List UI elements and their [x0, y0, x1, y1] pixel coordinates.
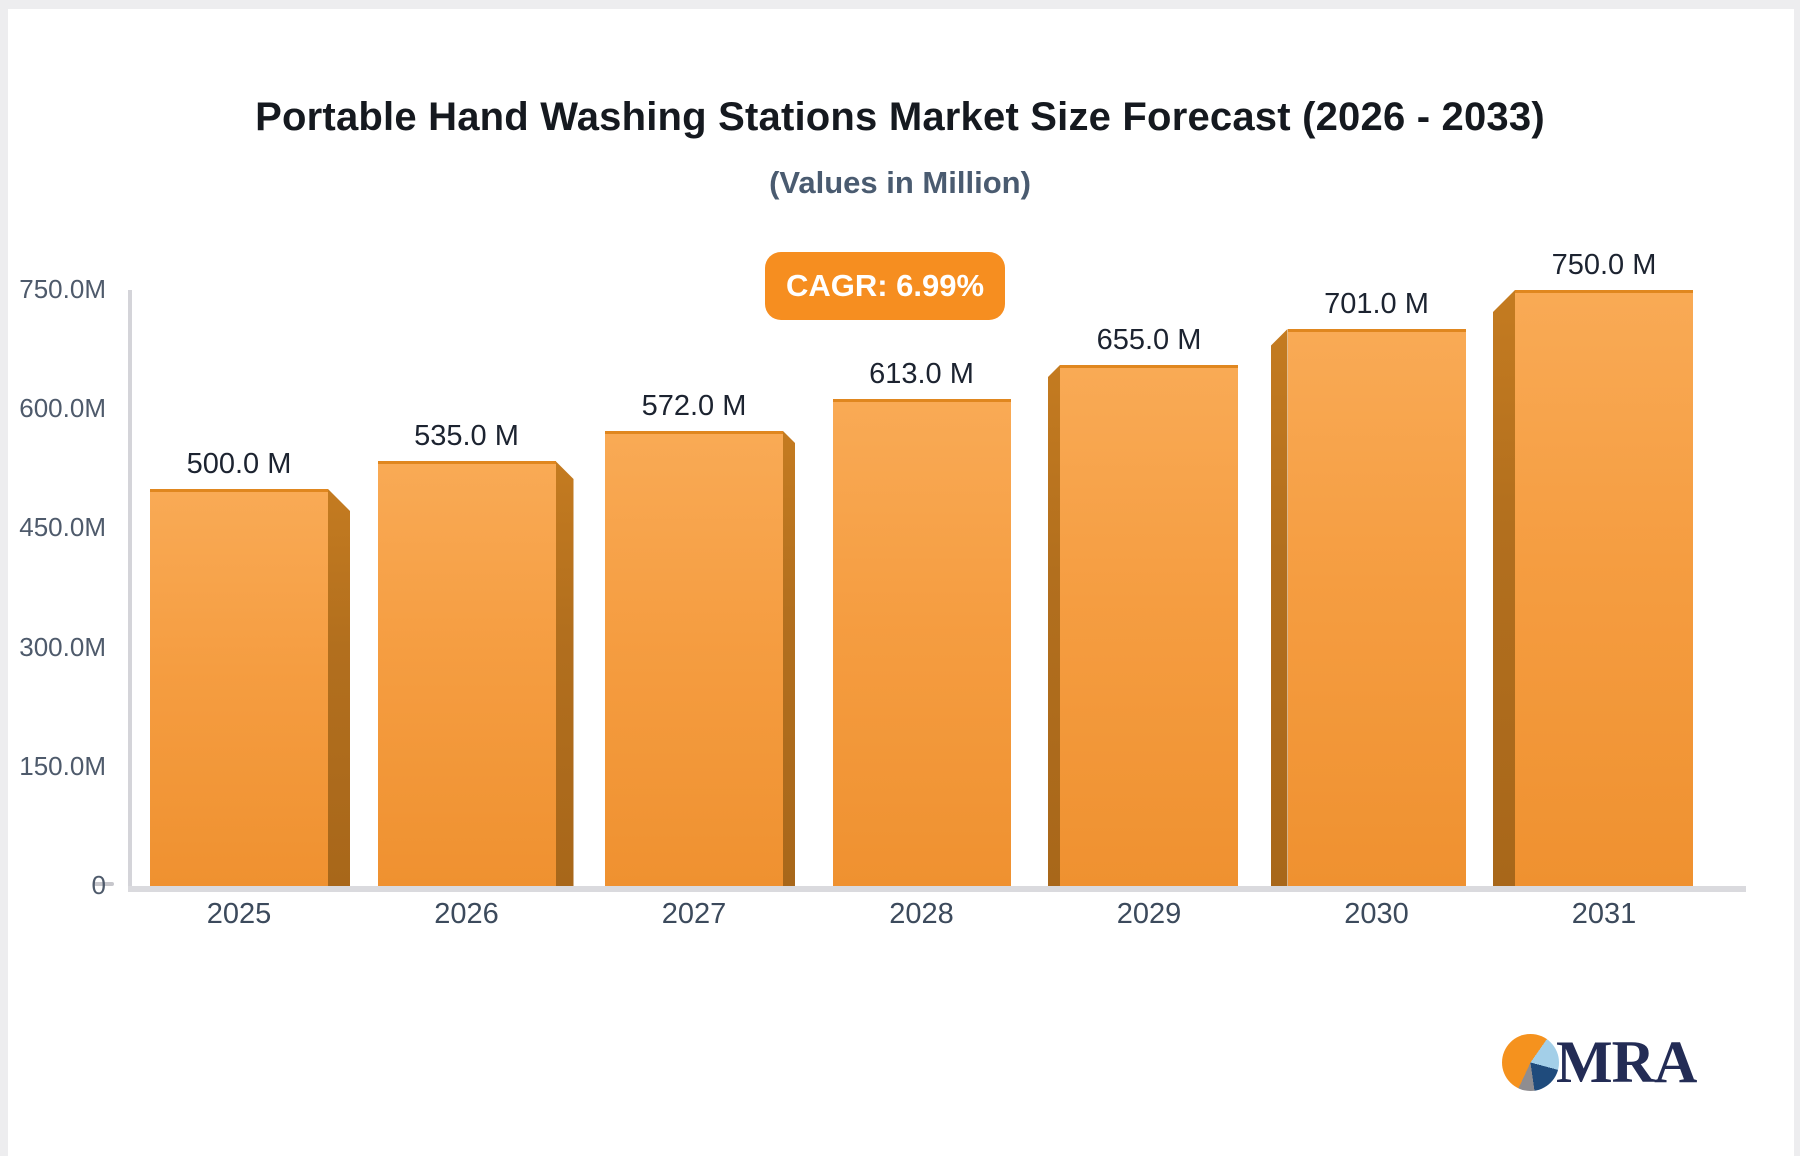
bar-2029: [1060, 365, 1238, 886]
y-tick-label: 450.0M: [19, 512, 106, 543]
x-axis-label: 2028: [889, 898, 954, 930]
y-tick-label: 600.0M: [19, 393, 106, 424]
x-axis-label: 2027: [661, 898, 727, 930]
bar-3d-side: [328, 489, 350, 886]
window-edge-top: [0, 0, 1800, 9]
x-axis-label: 2030: [1344, 898, 1409, 930]
cagr-badge: CAGR: 6.99%: [765, 252, 1005, 320]
y-tick-label: 750.0M: [19, 274, 106, 304]
bar-3d-side: [783, 431, 795, 886]
bar-3d-side: [1048, 365, 1060, 886]
mra-logo: MRA: [1502, 1029, 1697, 1095]
bar-value-label: 500.0 M: [186, 448, 292, 480]
window-edge-left: [0, 0, 8, 1156]
x-axis-label: 2031: [1571, 898, 1637, 930]
bar-value-label: 655.0 M: [1096, 324, 1202, 356]
x-axis-label: 2025: [206, 898, 272, 930]
bar-value-label: 572.0 M: [641, 390, 747, 422]
bar-2031: [1515, 290, 1693, 886]
bar-2027: [605, 431, 783, 886]
y-axis-line: [128, 290, 132, 886]
bar-3d-side: [1270, 329, 1288, 886]
mra-logo-text: MRA: [1556, 1029, 1697, 1095]
bar-2025: [150, 489, 328, 886]
bar-2030: [1287, 329, 1466, 886]
y-tick-label: 0: [91, 870, 106, 900]
bar-value-label: 750.0 M: [1551, 249, 1657, 281]
bar-2026: [377, 461, 556, 886]
chart-subtitle: (Values in Million): [769, 165, 1031, 200]
mra-pie-chart-icon: [1502, 1034, 1559, 1091]
chart-title: Portable Hand Washing Stations Market Si…: [255, 95, 1545, 139]
window-edge-right: [1794, 0, 1800, 1156]
bar-value-label: 701.0 M: [1324, 288, 1429, 320]
x-axis-baseline: [128, 886, 1746, 892]
bar-3d-side: [1493, 290, 1515, 886]
x-axis-label: 2029: [1116, 898, 1182, 930]
bar-value-label: 613.0 M: [869, 358, 974, 390]
bar-3d-side: [555, 461, 574, 886]
zero-tick-mark: [94, 882, 114, 886]
x-axis-label: 2026: [434, 898, 499, 930]
bar-value-label: 535.0 M: [414, 420, 519, 452]
y-tick-label: 300.0M: [19, 631, 106, 662]
bar-2028: [832, 399, 1011, 886]
y-tick-label: 150.0M: [19, 750, 106, 781]
